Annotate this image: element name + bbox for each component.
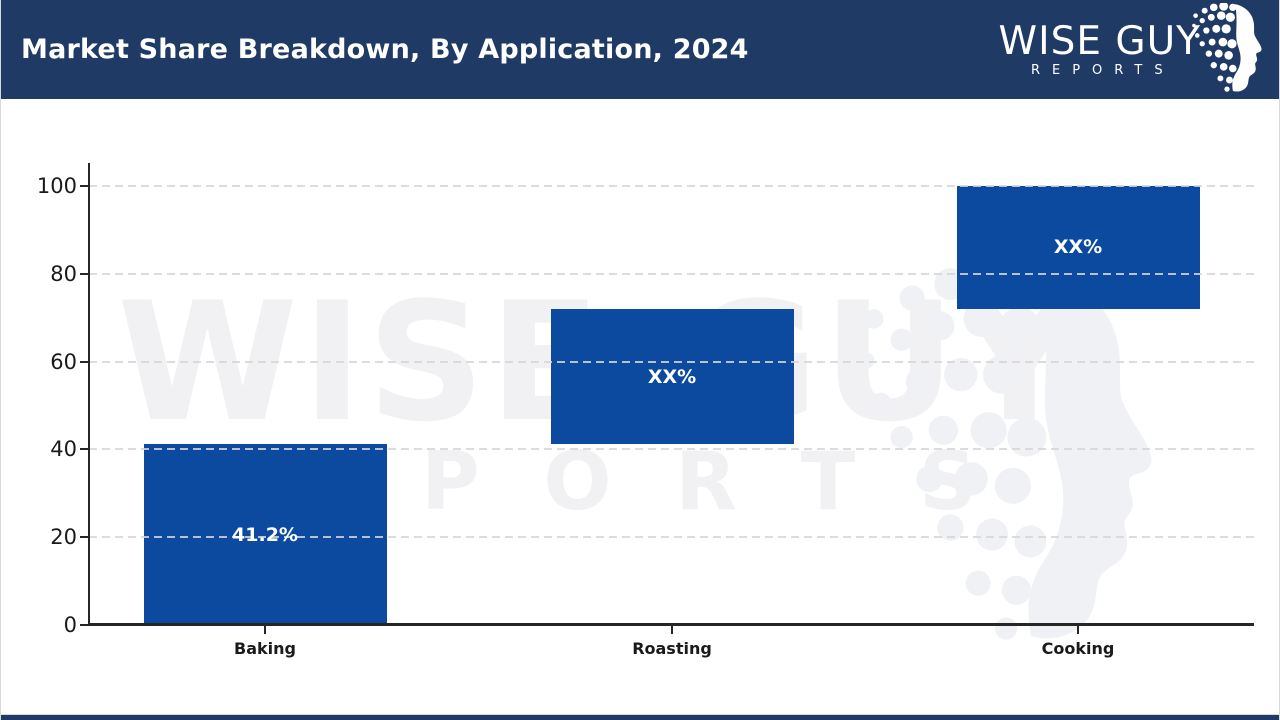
page-title: Market Share Breakdown, By Application, … [21, 34, 749, 65]
bar-value-label: XX% [647, 365, 697, 388]
header-banner: Market Share Breakdown, By Application, … [1, 0, 1279, 99]
wise-guy-reports-logo: WISE GUY REPORTS [999, 3, 1265, 96]
chart-plot-area: WISE GUY R E P O R T S 41.2%XX%XX%020406… [1, 99, 1279, 714]
y-tick-label: 0 [63, 613, 77, 637]
logo-line1: WISE GUY [998, 18, 1201, 64]
x-axis-category-label: Roasting [632, 639, 712, 658]
y-tick-mark [80, 448, 88, 451]
y-tick-mark [80, 624, 88, 626]
footer-accent-bar [1, 715, 1279, 720]
bar-value-label: 41.2% [232, 523, 298, 546]
logo-wordmark: WISE GUY REPORTS [998, 18, 1201, 78]
y-tick-mark [80, 360, 88, 363]
y-tick-label: 60 [50, 349, 77, 374]
y-tick-label: 80 [50, 261, 77, 286]
x-tick-mark [671, 626, 673, 634]
y-tick-mark [80, 536, 88, 539]
gridline [89, 272, 1254, 275]
gridline [89, 448, 1254, 451]
bar [143, 444, 387, 625]
logo-line2: REPORTS [1030, 62, 1175, 78]
y-tick-mark [80, 185, 88, 187]
x-axis-category-label: Baking [234, 639, 296, 658]
footer-divider [1, 714, 1279, 715]
watermark-head-icon [846, 249, 1166, 674]
gridline [89, 536, 1254, 539]
gridline [89, 185, 1254, 187]
x-axis-category-label: Cooking [1041, 639, 1115, 658]
x-axis-line [89, 623, 1254, 626]
y-tick-label: 100 [36, 174, 77, 198]
bar [956, 186, 1200, 309]
bar [550, 308, 794, 445]
y-tick-mark [80, 272, 88, 275]
y-axis-line [88, 163, 90, 626]
y-tick-label: 40 [50, 437, 77, 462]
wise-guy-head-icon [1189, 3, 1265, 96]
y-tick-label: 20 [50, 525, 77, 550]
gridline [89, 360, 1254, 363]
x-tick-mark [1077, 626, 1079, 634]
bar-value-label: XX% [1053, 236, 1103, 259]
x-tick-mark [264, 626, 266, 634]
